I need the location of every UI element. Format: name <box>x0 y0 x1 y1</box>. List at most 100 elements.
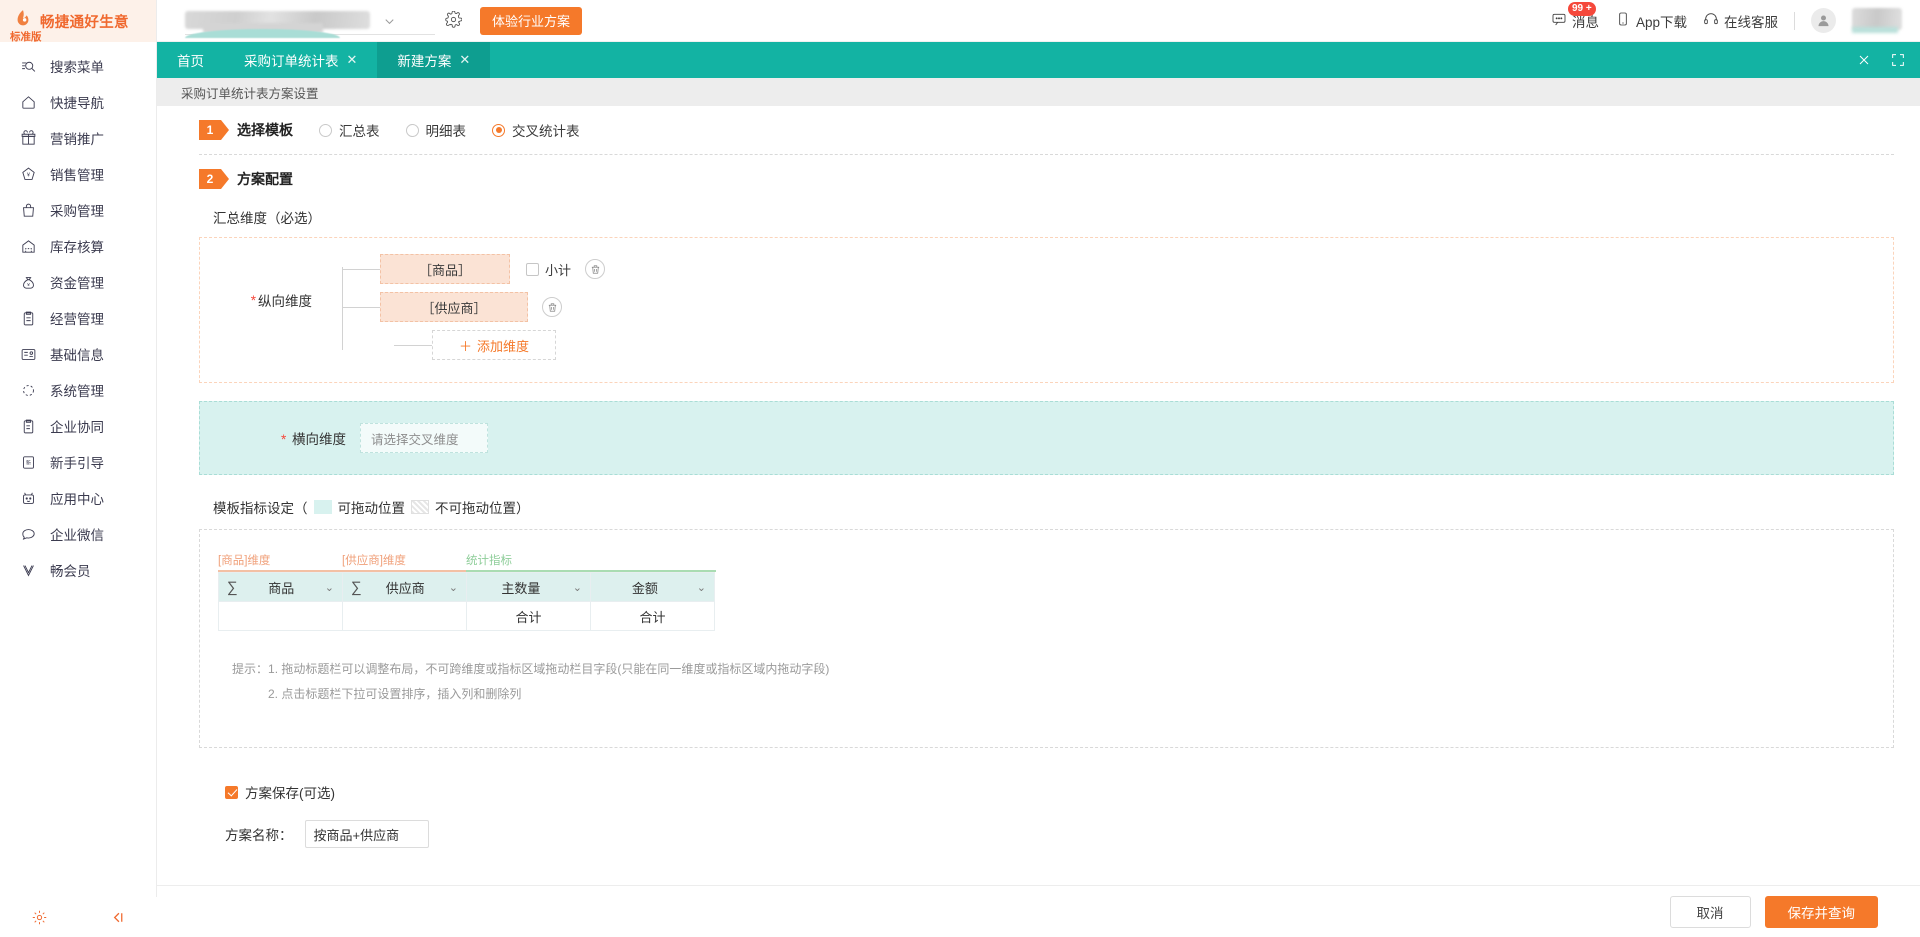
tab-strip-actions <box>1856 42 1920 78</box>
sidebar-item-operations[interactable]: 经营管理 <box>0 300 156 336</box>
checkbox-box <box>225 785 238 799</box>
org-selector[interactable] <box>185 7 435 38</box>
sidebar-item-wechatwork[interactable]: 企业微信 <box>0 516 156 552</box>
chevron-down-icon[interactable]: ⌄ <box>324 581 334 594</box>
total-cell-amount: 合计 <box>590 601 715 631</box>
save-and-query-button[interactable]: 保存并查询 <box>1764 895 1878 928</box>
column-supplier[interactable]: ∑ 供应商 ⌄ <box>342 572 467 602</box>
sidebar-item-system[interactable]: 系统管理 <box>0 372 156 408</box>
gift-icon <box>18 128 38 148</box>
headset-icon <box>1703 11 1719 30</box>
industry-solution-button[interactable]: 体验行业方案 <box>480 6 583 35</box>
sidebar-item-appcenter[interactable]: 应用中心 <box>0 480 156 516</box>
scheme-save-checkbox[interactable]: 方案保存(可选) <box>225 782 1894 802</box>
cross-dimension-select[interactable]: 请选择交叉维度 <box>360 423 488 453</box>
horizontal-dimension-label: * 横向维度 <box>200 428 360 448</box>
online-support-button[interactable]: 在线客服 <box>1703 11 1778 31</box>
svg-text:¥: ¥ <box>26 172 30 178</box>
tab-home[interactable]: 首页 <box>157 42 224 78</box>
radio-label: 明细表 <box>425 124 467 139</box>
dimension-pill[interactable]: ［商品］ <box>380 254 510 284</box>
close-icon[interactable]: ✕ <box>346 52 358 67</box>
tab-label: 首页 <box>177 54 204 69</box>
sidebar-footer <box>0 897 157 937</box>
sales-tag-icon: ¥ <box>18 164 38 184</box>
tab-purchase-order-report[interactable]: 采购订单统计表 ✕ <box>224 42 377 78</box>
column-amount[interactable]: 金额 ⌄ <box>590 572 715 602</box>
chevron-down-icon[interactable]: ⌄ <box>696 581 706 594</box>
svg-text:¥: ¥ <box>27 282 30 288</box>
cancel-button[interactable]: 取消 <box>1669 895 1751 928</box>
add-dimension-button[interactable]: ＋ 添加维度 <box>432 330 556 360</box>
radio-detail-table[interactable]: 明细表 <box>405 120 467 140</box>
sidebar-item-label: 企业协同 <box>50 420 104 435</box>
messages-button[interactable]: 消息 99 + <box>1551 1 1599 31</box>
sidebar-item-sales[interactable]: ¥ 销售管理 <box>0 156 156 192</box>
id-card-icon <box>18 344 38 364</box>
gear-icon[interactable] <box>445 10 463 31</box>
legend-draggable-label: 可拖动位置 <box>337 501 406 516</box>
dimension-pill[interactable]: ［供应商］ <box>380 292 528 322</box>
tab-strip: 首页 采购订单统计表 ✕ 新建方案 ✕ <box>157 42 1920 78</box>
wechat-work-icon <box>18 524 38 544</box>
indicator-table: ∑ 商品 ⌄ ∑ 供应商 ⌄ <box>218 572 715 631</box>
sidebar-item-search[interactable]: 搜索菜单 <box>0 48 156 84</box>
svg-text:新: 新 <box>26 459 31 466</box>
subtotal-checkbox[interactable]: 小计 <box>526 260 571 279</box>
sidebar-item-collaboration[interactable]: 企业协同 <box>0 408 156 444</box>
vertical-dimension-box: * 纵向维度 ［商品］ 小计 <box>199 237 1894 383</box>
column-main-quantity[interactable]: 主数量 ⌄ <box>466 572 591 602</box>
sidebar-item-finance[interactable]: ¥ 资金管理 <box>0 264 156 300</box>
sidebar-item-nav[interactable]: 快捷导航 <box>0 84 156 120</box>
sidebar-item-guide[interactable]: 新 新手引导 <box>0 444 156 480</box>
column-product[interactable]: ∑ 商品 ⌄ <box>218 572 343 602</box>
settings-gear-icon[interactable] <box>0 909 79 926</box>
step-2-badge: 2 <box>199 169 229 189</box>
sidebar-item-purchase[interactable]: 采购管理 <box>0 192 156 228</box>
collab-clipboard-icon <box>18 416 38 436</box>
sidebar-item-vip[interactable]: 畅会员 <box>0 552 156 588</box>
sidebar-item-label: 新手引导 <box>50 456 104 471</box>
scheme-name-row: 方案名称： <box>225 820 1894 848</box>
sidebar-item-label: 系统管理 <box>50 384 104 399</box>
sidebar-item-basedata[interactable]: 基础信息 <box>0 336 156 372</box>
org-name-masked-2 <box>203 22 323 33</box>
close-icon[interactable]: ✕ <box>459 52 471 67</box>
fullscreen-icon[interactable] <box>1890 52 1906 68</box>
indicator-settings-title: 模板指标设定（ 可拖动位置 不可拖动位置） <box>213 497 1894 517</box>
top-bar: 体验行业方案 消息 99 + App下载 在线客服 <box>157 0 1920 42</box>
trash-icon[interactable] <box>585 259 606 279</box>
step-2-row: 2 方案配置 <box>157 155 1920 203</box>
radio-dot <box>492 123 505 137</box>
vip-member-icon <box>18 560 38 580</box>
subtotal-label: 小计 <box>545 262 572 278</box>
trash-icon[interactable] <box>542 297 562 317</box>
avatar[interactable] <box>1811 8 1836 33</box>
sidebar-item-label: 采购管理 <box>50 204 104 219</box>
brand-edition: 标准版 <box>10 31 42 43</box>
sidebar-item-marketing[interactable]: 营销推广 <box>0 120 156 156</box>
group-header-product: [商品]维度 <box>218 552 342 572</box>
scheme-name-input[interactable] <box>304 820 429 848</box>
radio-cross-table[interactable]: 交叉统计表 <box>492 120 580 140</box>
chevron-down-icon[interactable]: ⌄ <box>572 581 582 594</box>
tab-new-scheme[interactable]: 新建方案 ✕ <box>377 42 491 78</box>
close-icon[interactable] <box>1856 52 1872 68</box>
chevron-down-icon[interactable]: ⌄ <box>448 581 458 594</box>
online-support-label: 在线客服 <box>1724 14 1778 30</box>
sidebar-item-inventory[interactable]: 库存核算 <box>0 228 156 264</box>
chevron-down-icon[interactable] <box>382 14 397 32</box>
page-body: 采购订单统计表方案设置 1 选择模板 汇总表 明细表 <box>157 78 1920 937</box>
radio-summary-table[interactable]: 汇总表 <box>319 120 380 140</box>
message-icon <box>1551 11 1567 30</box>
tips-block: 提示： 1. 拖动标题栏可以调整布局，不可跨维度或指标区域拖动栏目字段(只能在同… <box>232 657 1893 707</box>
app-download-button[interactable]: App下载 <box>1615 11 1687 31</box>
tips-line-2: 2. 点击标题栏下拉可设置排序，插入列和删除列 <box>268 687 522 701</box>
collapse-icon[interactable] <box>79 909 158 926</box>
column-label: 商品 <box>268 580 295 596</box>
footer-actions: 取消 保存并查询 <box>157 885 1920 937</box>
sidebar-item-label: 经营管理 <box>50 312 104 327</box>
add-dimension-row: ＋ 添加维度 <box>393 330 605 360</box>
vertical-dimension-tree: ［商品］ 小计 ［供应商］ <box>334 254 606 368</box>
purchase-bag-icon <box>18 200 38 220</box>
